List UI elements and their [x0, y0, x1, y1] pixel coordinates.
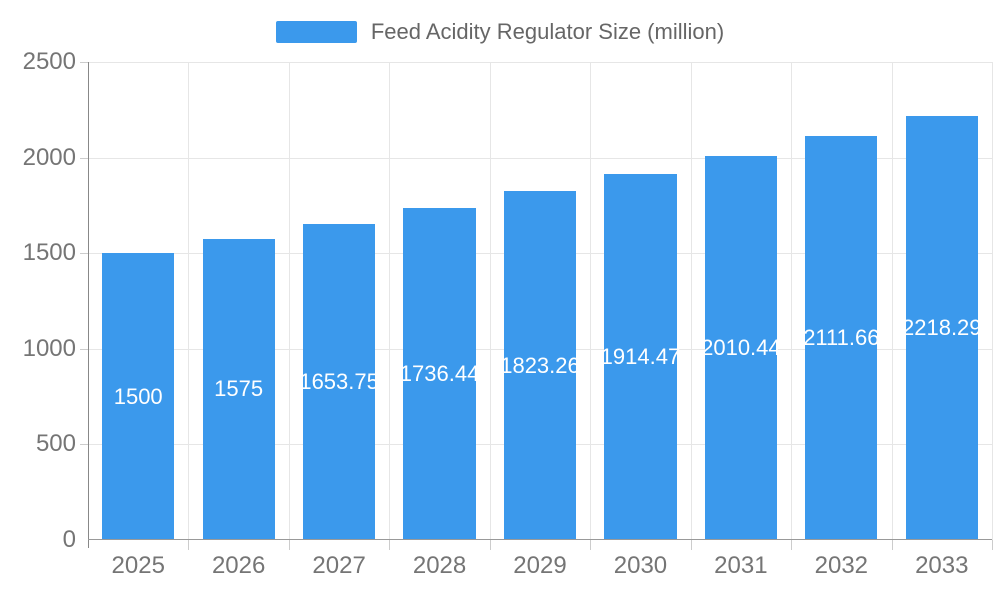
x-tick-5: [590, 540, 592, 550]
y-axis-label-2000: 2000: [22, 143, 76, 171]
bar-value-label-2029: 1823.26: [500, 352, 580, 378]
x-tick-8: [891, 540, 893, 550]
gridline-x-boundary-7: [791, 62, 793, 540]
y-tick-2000: [80, 157, 88, 159]
bar-2033[interactable]: 2218.29: [902, 115, 982, 540]
bar-value-label-2033: 2218.29: [902, 314, 982, 340]
bar-value-label-2031: 2010.44: [701, 334, 781, 360]
x-axis-line: [88, 539, 992, 540]
bar-2026[interactable]: 1575: [202, 238, 275, 540]
legend-label: Feed Acidity Regulator Size (million): [370, 19, 725, 44]
legend-swatch: [275, 21, 357, 43]
bar-2027[interactable]: 1653.75: [299, 223, 379, 540]
bar-2030[interactable]: 1914.47: [601, 173, 680, 540]
gridline-x-boundary-8: [891, 62, 893, 540]
chart-legend[interactable]: Feed Acidity Regulator Size (million): [0, 14, 1000, 50]
y-tick-1500: [80, 253, 88, 255]
x-axis-label-2025: 2025: [111, 552, 165, 579]
gridline-y-2000: [88, 157, 992, 159]
x-tick-1: [188, 540, 190, 550]
x-axis-label-2028: 2028: [412, 552, 467, 579]
y-axis-label-500: 500: [35, 430, 76, 458]
gridline-x-boundary-2: [288, 62, 290, 540]
x-axis-label-2032: 2032: [814, 552, 869, 579]
bar-2025[interactable]: 1500: [102, 253, 175, 540]
bar-2029[interactable]: 1823.26: [500, 191, 580, 540]
x-tick-7: [791, 540, 793, 550]
y-axis-label-0: 0: [62, 526, 76, 553]
x-axis-label-2033: 2033: [915, 552, 969, 579]
y-axis-label-1500: 1500: [22, 239, 76, 267]
bar-2028[interactable]: 1736.44: [400, 208, 479, 540]
bar-value-label-2027: 1653.75: [299, 368, 379, 394]
x-axis-label-2031: 2031: [714, 552, 768, 579]
y-axis-label-1000: 1000: [22, 334, 76, 362]
plot-area: 0 500 1000 1500 2000 2500 1500 2025 1575 2026 1653…: [23, 48, 993, 579]
bar-2032[interactable]: 2111.66: [803, 136, 880, 540]
gridline-x-boundary-1: [188, 62, 190, 540]
x-tick-4: [489, 540, 491, 550]
gridline-x-boundary-5: [590, 62, 592, 540]
gridline-y-2500: [88, 62, 992, 63]
gridline-x-boundary-3: [389, 62, 391, 540]
bar-value-label-2025: 1500: [113, 383, 163, 409]
bar-2031[interactable]: 2010.44: [701, 155, 781, 540]
gridline-x-boundary-4: [489, 62, 491, 540]
x-axis-label-2026: 2026: [211, 552, 266, 579]
x-axis-label-2030: 2030: [613, 552, 668, 579]
x-tick-3: [389, 540, 391, 550]
y-axis-label-2500: 2500: [22, 48, 76, 75]
y-tick-2500: [80, 62, 88, 63]
x-tick-9: [992, 540, 993, 550]
x-tick-6: [690, 540, 692, 550]
y-tick-500: [80, 444, 88, 446]
bar-value-label-2026: 1575: [214, 376, 264, 402]
bar-value-label-2030: 1914.47: [600, 343, 681, 369]
bar-value-label-2032: 2111.66: [803, 325, 880, 351]
y-tick-1000: [80, 348, 88, 350]
gridline-x-boundary-6: [690, 62, 692, 540]
x-tick-2: [288, 540, 290, 550]
y-axis-line: [88, 62, 89, 548]
x-axis-label-2029: 2029: [513, 552, 567, 579]
gridline-x-boundary-9: [992, 62, 993, 540]
x-axis-label-2027: 2027: [312, 552, 366, 579]
bar-value-label-2028: 1736.44: [399, 361, 480, 386]
